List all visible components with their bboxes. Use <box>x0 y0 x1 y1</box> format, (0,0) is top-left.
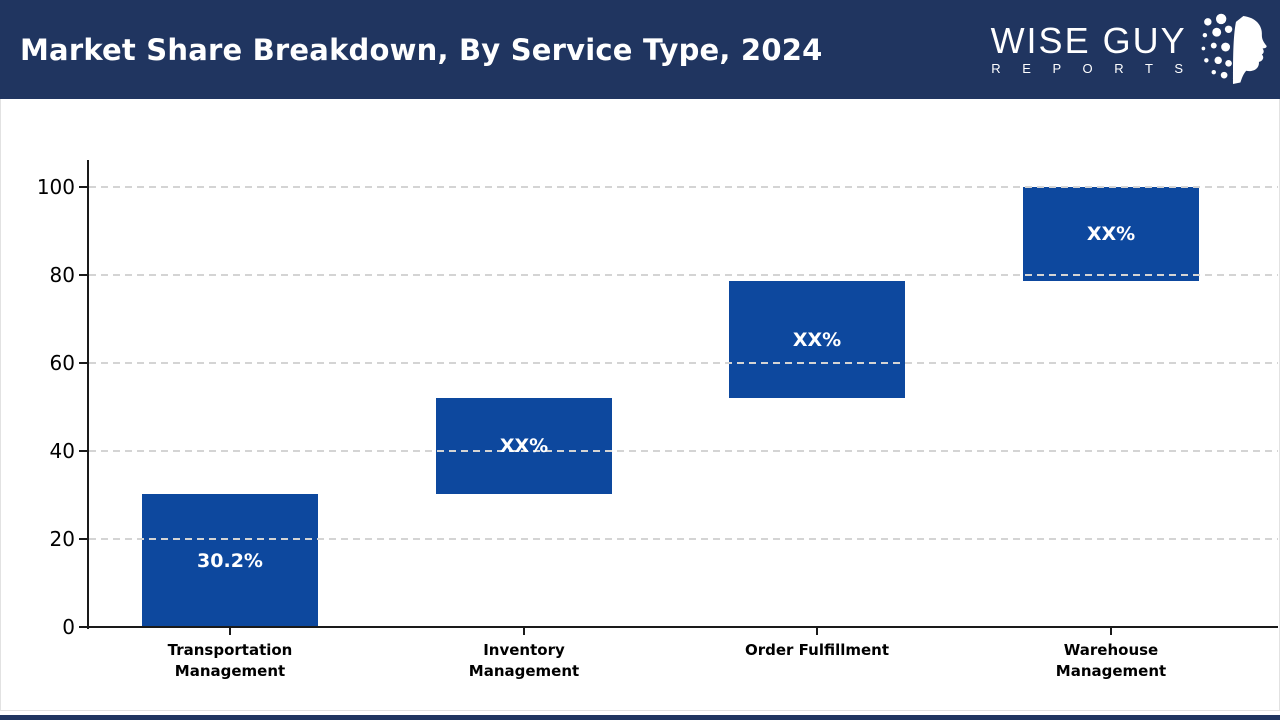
bar-order-fulfillment <box>729 281 905 399</box>
x-axis-tick <box>1110 628 1112 635</box>
header: Market Share Breakdown, By Service Type,… <box>0 0 1280 99</box>
bar-inventory-management <box>436 398 612 495</box>
brand-name: WISE GUY <box>990 20 1187 61</box>
x-category-label: Transportation Management <box>110 640 350 682</box>
x-category-label-line: Management <box>174 662 286 680</box>
x-category-label: Inventory Management <box>404 640 644 682</box>
y-tick-label: 40 <box>49 439 75 463</box>
y-tick-label: 100 <box>36 175 75 199</box>
y-axis-tick <box>79 186 87 188</box>
x-category-label-line: Warehouse <box>1063 641 1159 659</box>
brand-logo: WISE GUY R E P O R T S <box>985 11 1280 89</box>
gridline-40 <box>89 450 1278 452</box>
x-axis-tick <box>523 628 525 635</box>
y-tick-label: 80 <box>49 263 75 287</box>
x-category-label-line: Inventory <box>483 641 565 659</box>
x-category-label-line: Order Fulfillment <box>744 641 890 659</box>
bar-warehouse-management <box>1023 187 1199 282</box>
gridline-20 <box>89 538 1278 540</box>
bar-value-label: XX% <box>499 435 549 458</box>
x-category-label: Order Fulfillment <box>697 640 937 661</box>
y-axis-tick <box>79 538 87 540</box>
y-axis-tick <box>79 274 87 276</box>
x-category-label-line: Transportation <box>167 641 293 659</box>
y-tick-label: 60 <box>49 351 75 375</box>
brand-subname: R E P O R T S <box>991 61 1192 76</box>
bar-value-label: XX% <box>1086 223 1136 246</box>
gridline-100 <box>89 186 1278 188</box>
y-tick-label: 20 <box>49 527 75 551</box>
y-axis-tick <box>79 626 87 628</box>
x-category-label-line: Management <box>468 662 580 680</box>
y-axis-tick <box>79 362 87 364</box>
brand-logo-text: WISE GUY R E P O R T S <box>985 20 1192 77</box>
chart-title: Market Share Breakdown, By Service Type,… <box>20 32 823 67</box>
footer-bar <box>0 715 1280 720</box>
bar-transportation-management <box>142 494 318 627</box>
y-axis-tick <box>79 450 87 452</box>
x-axis-tick <box>816 628 818 635</box>
x-category-label-line: Management <box>1055 662 1167 680</box>
y-axis <box>87 160 89 629</box>
gridline-60 <box>89 362 1278 364</box>
bar-value-label: 30.2% <box>197 549 263 572</box>
x-category-label: Warehouse Management <box>991 640 1231 682</box>
x-axis-tick <box>229 628 231 635</box>
y-tick-label: 0 <box>62 615 75 639</box>
gridline-80 <box>89 274 1278 276</box>
x-axis <box>87 626 1278 628</box>
brand-head-icon <box>1201 13 1267 84</box>
bar-value-label: XX% <box>792 328 842 351</box>
